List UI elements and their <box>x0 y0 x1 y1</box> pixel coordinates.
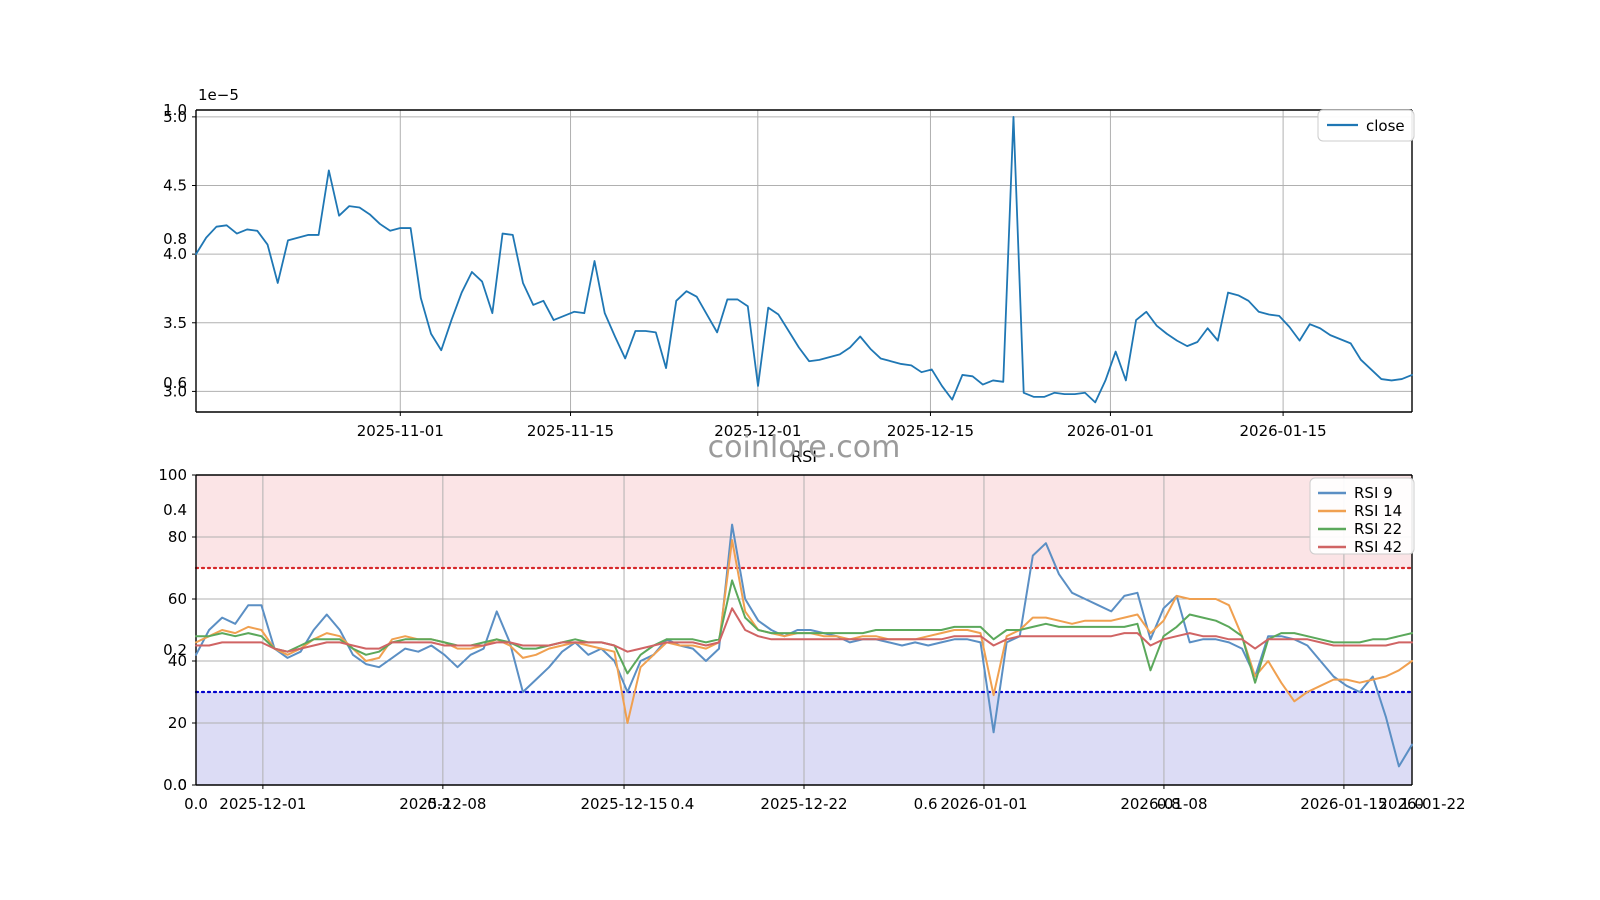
price-ytick-label-alt: 0.6 <box>163 374 187 392</box>
rsi-legend-box <box>1309 477 1415 555</box>
price-legend-box <box>1317 109 1415 142</box>
rsi-xtick-label-alt: 0.6 <box>914 795 938 813</box>
rsi-xtick-label: 2025-12-08 <box>399 795 486 813</box>
rsi-xtick-label: 2026-01-22 <box>1378 795 1465 813</box>
price-xtick-label: 2025-11-01 <box>357 422 444 440</box>
rsi-legend-label-rsi-22: RSI 22 <box>1354 520 1402 538</box>
rsi-xtick-label: 2026-01-15 <box>1300 795 1387 813</box>
rsi-ytick-label: 60 <box>168 590 187 608</box>
price-plot-background <box>196 110 1412 412</box>
rsi-xtick-label-alt: 0.8 <box>1157 795 1181 813</box>
rsi-legend-label-rsi-9: RSI 9 <box>1354 484 1393 502</box>
price-axis-exponent: 1e−5 <box>198 86 239 104</box>
rsi-line-rsi-22 <box>195 579 1413 684</box>
rsi-xtick-label-alt: 0.2 <box>427 795 451 813</box>
rsi-legend-label-rsi-14: RSI 14 <box>1354 502 1402 520</box>
rsi-xtick-label: 2025-12-01 <box>219 795 306 813</box>
price-ytick-label-alt: 1.0 <box>163 101 187 119</box>
rsi-line-rsi-42 <box>195 607 1413 653</box>
rsi-chart-panel: 2025-12-01 2025-12-08 2025-12-15 2025-12-22… <box>158 447 1465 813</box>
rsi-chart-title: RSI <box>791 447 817 466</box>
price-ytick-label: 4.0 <box>163 245 187 263</box>
rsi-ytick-label: 40 <box>168 652 187 670</box>
price-ytick-label-alt: 0.8 <box>163 230 187 248</box>
rsi-xtick-label: 2025-12-22 <box>760 795 847 813</box>
price-xtick-label: 2025-12-15 <box>887 422 974 440</box>
rsi-xtick-label-alt: 0.4 <box>670 795 694 813</box>
rsi-ytick-label-alt: 0.4 <box>163 501 187 519</box>
rsi-xtick-label: 2025-12-15 <box>580 795 667 813</box>
price-ytick-label: 4.5 <box>163 177 187 195</box>
rsi-xtick-label: 2026-01-01 <box>940 795 1027 813</box>
price-xtick-label: 2025-11-15 <box>527 422 614 440</box>
rsi-xtick-label: 2026-01-08 <box>1120 795 1207 813</box>
price-line-close <box>195 115 1413 404</box>
price-ytick-label: 3.0 <box>163 382 187 400</box>
rsi-legend-label-rsi-42: RSI 42 <box>1354 538 1402 556</box>
price-xtick-label: 2025-12-01 <box>714 422 801 440</box>
price-ytick-label: 3.5 <box>163 314 187 332</box>
rsi-ytick-label: 0 <box>177 776 187 794</box>
price-xtick-label: 2026-01-01 <box>1067 422 1154 440</box>
rsi-line-rsi-9 <box>195 523 1413 768</box>
rsi-ytick-label: 80 <box>168 528 187 546</box>
rsi-ytick-label: 100 <box>158 466 187 484</box>
rsi-ytick-label: 20 <box>168 714 187 732</box>
price-legend-label-close: close <box>1366 117 1405 135</box>
price-ytick-label: 5.0 <box>163 108 187 126</box>
rsi-xtick-label-alt: 0.0 <box>184 795 208 813</box>
rsi-ytick-label-alt: 0.2 <box>163 641 187 659</box>
rsi-ytick-label-alt: 0.0 <box>163 776 187 794</box>
price-chart-panel: 2025-11-01 2025-11-15 2025-12-01 2025-12-15… <box>163 86 1415 440</box>
price-xtick-label: 2026-01-15 <box>1240 422 1327 440</box>
rsi-xtick-label-alt: 1.0 <box>1400 795 1424 813</box>
